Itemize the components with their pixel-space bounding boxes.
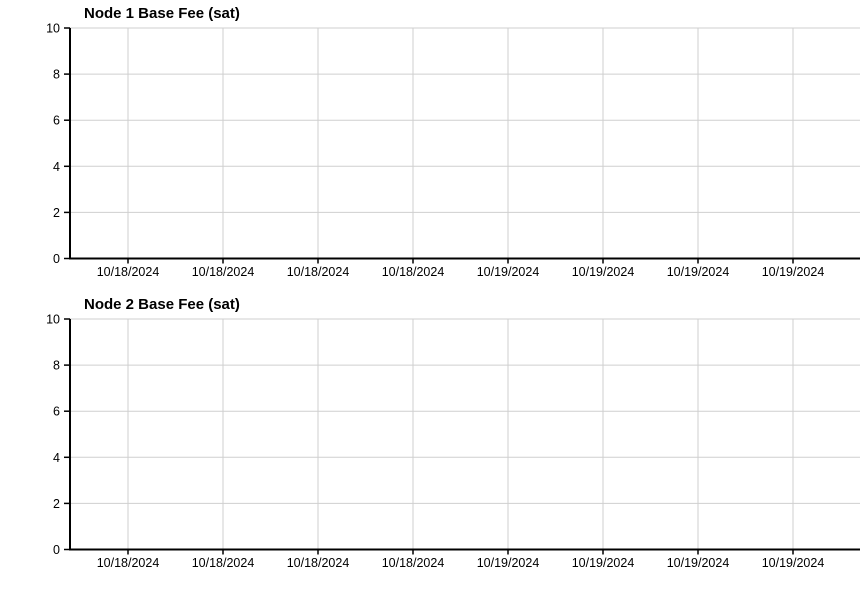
y-tick-label: 0 xyxy=(53,543,60,557)
x-tick-label: 10/19/2024 xyxy=(477,265,540,279)
x-tick-label: 10/18/2024 xyxy=(287,265,350,279)
y-tick-label: 2 xyxy=(53,497,60,511)
x-tick-label: 10/19/2024 xyxy=(667,265,730,279)
chart-node1-plot: 10/18/2024 10/18/2024 10/18/2024 10/18/2024… xyxy=(46,22,860,279)
y-tick-label: 6 xyxy=(53,405,60,419)
x-tick-label: 10/18/2024 xyxy=(97,556,160,570)
x-tick-label: 10/18/2024 xyxy=(382,265,445,279)
x-tick-label: 10/18/2024 xyxy=(192,265,255,279)
x-tick-label: 10/19/2024 xyxy=(477,556,540,570)
y-tick-label: 6 xyxy=(53,114,60,128)
chart-node1-title: Node 1 Base Fee (sat) xyxy=(84,5,240,22)
x-tick-label: 10/18/2024 xyxy=(192,556,255,570)
y-tick-label: 4 xyxy=(53,160,60,174)
y-tick-label: 10 xyxy=(46,313,60,327)
x-tick-label: 10/18/2024 xyxy=(97,265,160,279)
chart-node1: Node 1 Base Fee (sat) 10/18/2024 10/18/20… xyxy=(0,0,860,291)
x-tick-label: 10/19/2024 xyxy=(762,265,825,279)
y-tick-label: 8 xyxy=(53,359,60,373)
x-tick-label: 10/18/2024 xyxy=(382,556,445,570)
y-tick-label: 0 xyxy=(53,252,60,266)
x-tick-label: 10/19/2024 xyxy=(762,556,825,570)
y-tick-label: 8 xyxy=(53,68,60,82)
y-tick-label: 4 xyxy=(53,451,60,465)
y-tick-label: 10 xyxy=(46,22,60,36)
x-tick-label: 10/19/2024 xyxy=(667,556,730,570)
x-tick-label: 10/19/2024 xyxy=(572,556,635,570)
chart-node2-title: Node 2 Base Fee (sat) xyxy=(84,296,240,313)
chart-node2: Node 2 Base Fee (sat) 10/18/2024 10/18/20… xyxy=(0,291,860,600)
x-tick-label: 10/18/2024 xyxy=(287,556,350,570)
chart-node2-plot: 10/18/2024 10/18/2024 10/18/2024 10/18/2024… xyxy=(46,313,860,570)
y-tick-label: 2 xyxy=(53,206,60,220)
x-tick-label: 10/19/2024 xyxy=(572,265,635,279)
